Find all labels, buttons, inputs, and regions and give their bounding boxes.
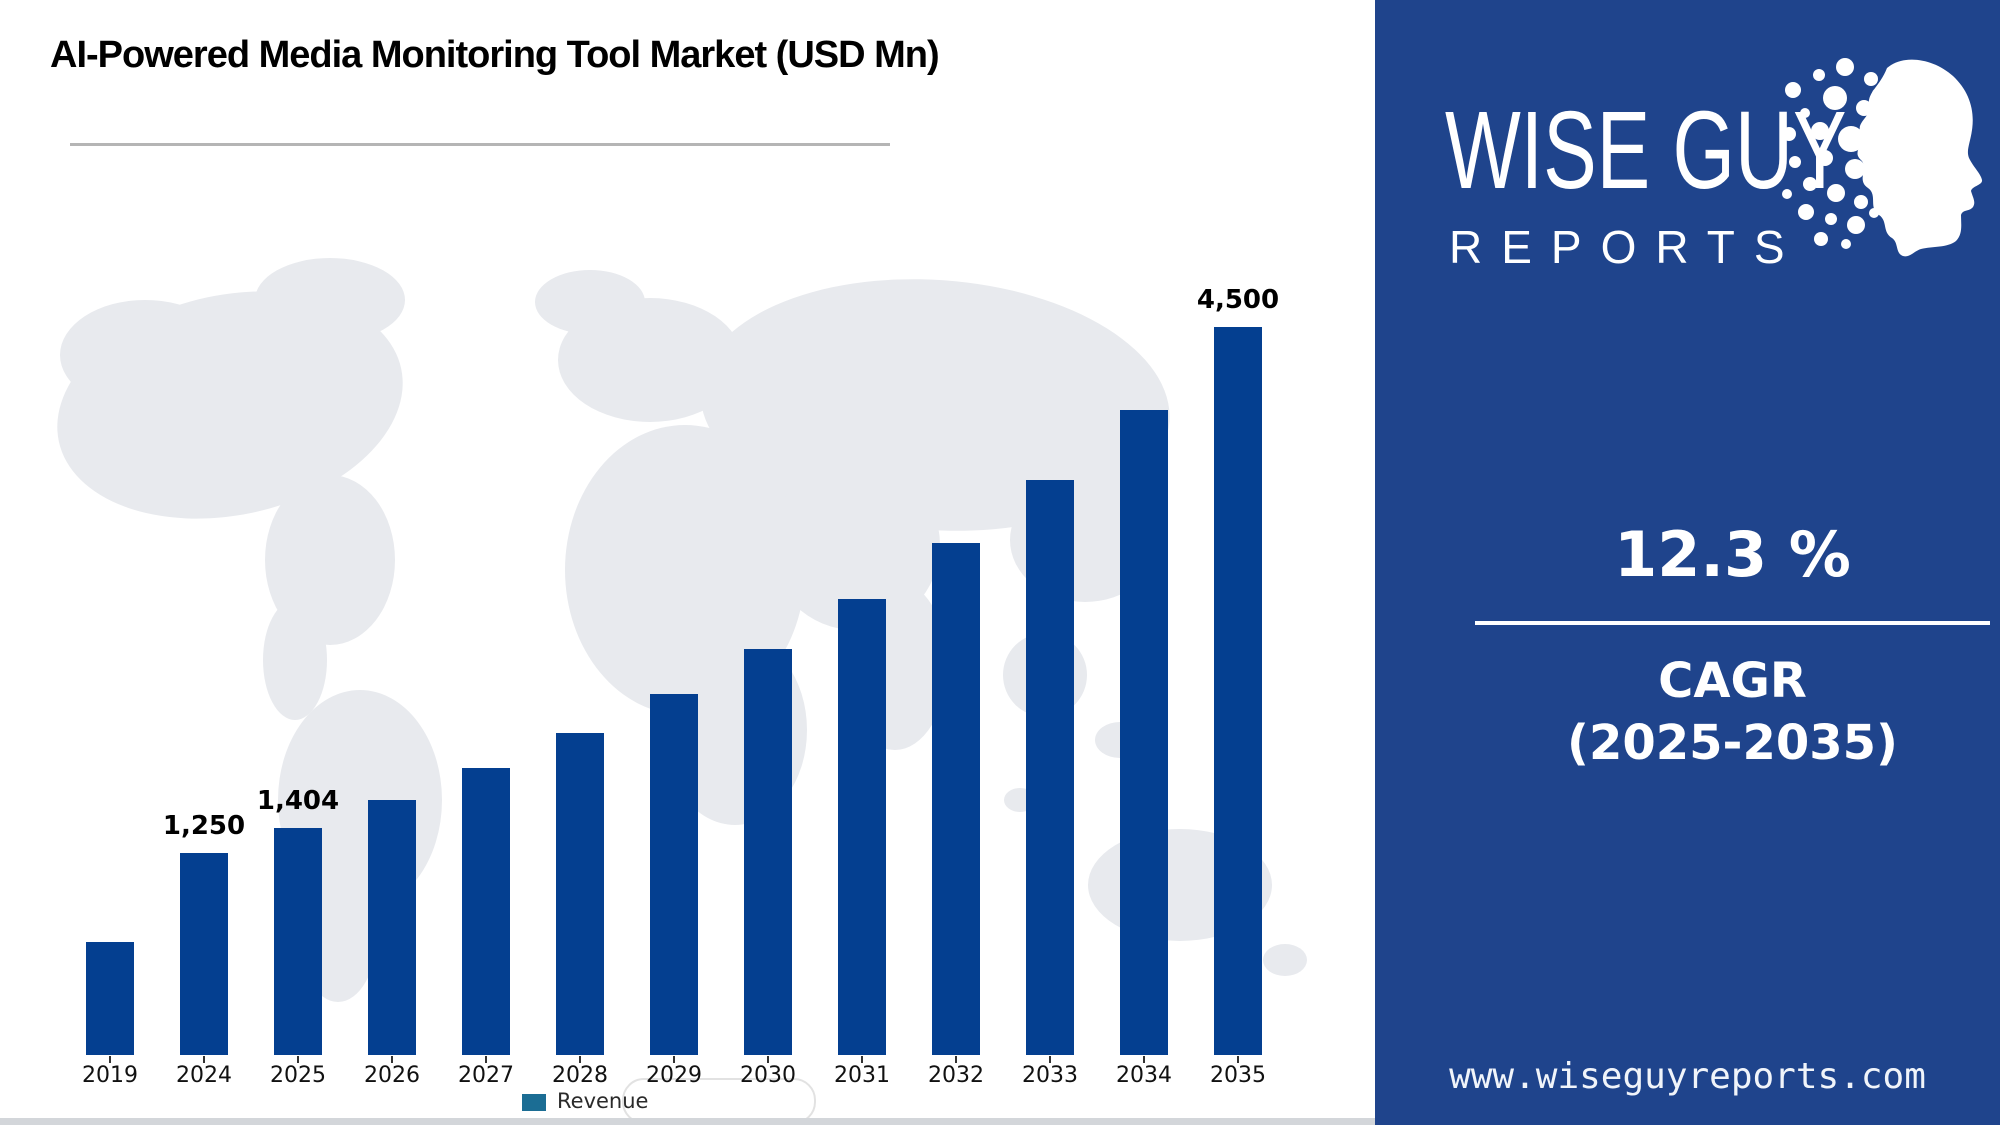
chart-area: AI-Powered Media Monitoring Tool Market … xyxy=(0,34,1375,1125)
cagr-period: (2025-2035) xyxy=(1567,715,1898,771)
x-axis-label-2027: 2027 xyxy=(458,1063,514,1088)
page-title: AI-Powered Media Monitoring Tool Market … xyxy=(50,34,940,76)
x-axis-tick xyxy=(297,1056,299,1063)
x-axis-tick xyxy=(579,1056,581,1063)
bar-2027 xyxy=(462,768,510,1055)
bar-2031 xyxy=(838,599,886,1055)
x-axis-tick xyxy=(767,1056,769,1063)
bar-value-label-2025: 1,404 xyxy=(256,786,340,816)
logo-reports-text: REPORTS xyxy=(1449,221,1804,273)
x-axis-tick xyxy=(955,1056,957,1063)
bottom-strip xyxy=(0,1118,1375,1125)
bar-2030 xyxy=(744,649,792,1055)
bar-2019 xyxy=(86,942,134,1055)
x-axis-label-2025: 2025 xyxy=(270,1063,326,1088)
x-axis-tick xyxy=(1237,1056,1239,1063)
x-axis-tick xyxy=(109,1056,111,1063)
chart-legend: Revenue xyxy=(522,1089,648,1113)
x-axis-tick xyxy=(673,1056,675,1063)
bar-2032 xyxy=(932,543,980,1055)
x-axis-label-2024: 2024 xyxy=(176,1063,232,1088)
x-axis-tick xyxy=(203,1056,205,1063)
website-link[interactable]: www.wiseguyreports.com xyxy=(1449,1056,1926,1097)
x-axis-label-2031: 2031 xyxy=(834,1063,890,1088)
bar-2033 xyxy=(1026,480,1074,1055)
wiseguy-logo: WISE GUY REPORTS xyxy=(1445,96,1995,274)
bar-2029 xyxy=(650,694,698,1055)
cagr-stat-block: 12.3 % CAGR (2025-2035) xyxy=(1475,518,1990,771)
bar-2026 xyxy=(368,800,416,1055)
x-axis-tick xyxy=(861,1056,863,1063)
x-axis-label-2033: 2033 xyxy=(1022,1063,1078,1088)
bar-2034 xyxy=(1120,410,1168,1055)
x-axis-tick xyxy=(391,1056,393,1063)
dotted-head-profile-icon xyxy=(1782,58,1983,257)
bar-chart: 2019 1,250 2024 1,404 2025 2026 2027 2028 2029 20… xyxy=(82,285,1280,1088)
x-axis-label-2034: 2034 xyxy=(1116,1063,1172,1088)
x-axis-tick xyxy=(485,1056,487,1063)
brand-panel: WISE GUY REPORTS xyxy=(1375,0,2000,1125)
cagr-value: 12.3 % xyxy=(1614,518,1851,591)
legend-label: Revenue xyxy=(557,1089,649,1113)
x-axis-label-2029: 2029 xyxy=(646,1063,702,1088)
legend-swatch-revenue xyxy=(522,1093,546,1111)
x-axis-label-2028: 2028 xyxy=(552,1063,608,1088)
x-axis-label-2026: 2026 xyxy=(364,1063,420,1088)
x-axis-tick xyxy=(1143,1056,1145,1063)
x-axis-label-2019: 2019 xyxy=(82,1063,138,1088)
logo-wise-guy-text: WISE GUY xyxy=(1445,89,1847,212)
bar-2028 xyxy=(556,733,604,1055)
bar-2025 xyxy=(274,828,322,1055)
bar-value-label-2035: 4,500 xyxy=(1196,285,1280,315)
title-underline xyxy=(70,143,890,146)
cagr-label: CAGR xyxy=(1658,653,1807,709)
bar-value-label-2024: 1,250 xyxy=(162,811,246,841)
stat-divider xyxy=(1475,621,1990,625)
x-axis-label-2032: 2032 xyxy=(928,1063,984,1088)
x-axis-label-2030: 2030 xyxy=(740,1063,796,1088)
x-axis-tick xyxy=(1049,1056,1051,1063)
bar-2035 xyxy=(1214,327,1262,1055)
bar-2024 xyxy=(180,853,228,1055)
x-axis-label-2035: 2035 xyxy=(1210,1063,1266,1088)
